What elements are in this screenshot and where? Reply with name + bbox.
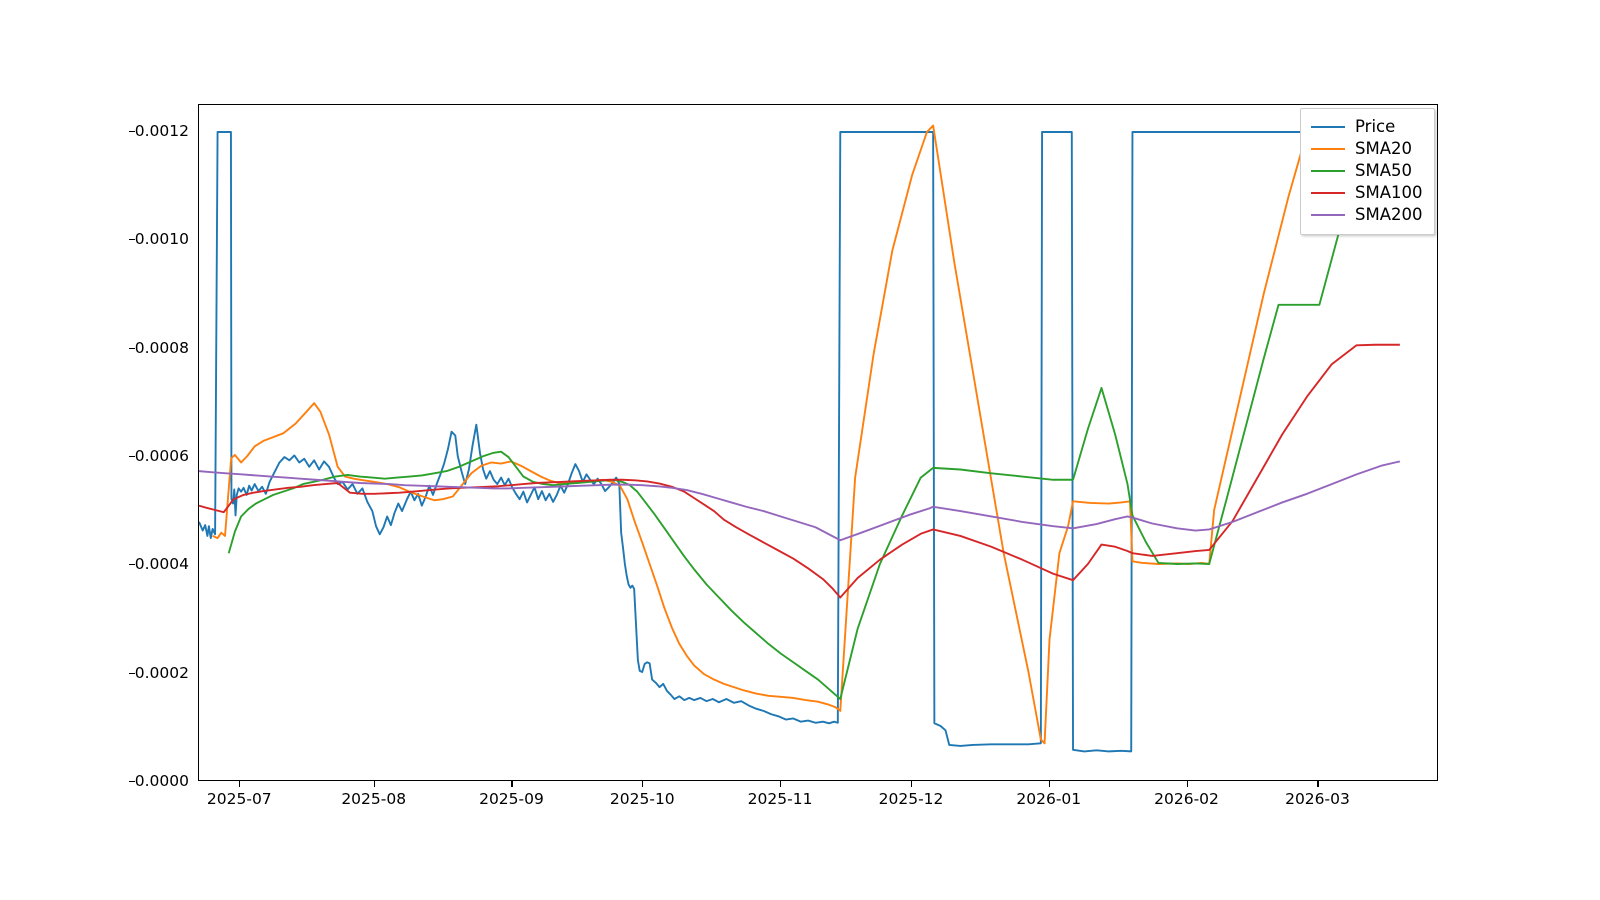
legend-label: SMA20 — [1355, 139, 1412, 158]
legend-item-sma50[interactable]: SMA50 — [1311, 160, 1423, 182]
legend-color-swatch — [1311, 214, 1345, 216]
y-tick-mark — [129, 564, 135, 566]
y-tick-mark — [129, 781, 135, 783]
y-tick-mark — [129, 672, 135, 674]
x-tick-label: 2026-03 — [1285, 790, 1350, 808]
y-tick-label: 0.0000 — [129, 772, 198, 790]
x-tick-label: 2026-01 — [1016, 790, 1082, 808]
legend-label: SMA100 — [1355, 183, 1423, 202]
y-tick-label: 0.0006 — [129, 447, 198, 465]
series-line-sma100 — [199, 345, 1400, 598]
series-line-price — [199, 132, 1400, 751]
legend-label: Price — [1355, 117, 1396, 136]
x-tick-mark — [1186, 781, 1188, 787]
x-tick-mark — [780, 781, 782, 787]
legend-label: SMA50 — [1355, 161, 1412, 180]
legend-color-swatch — [1311, 192, 1345, 194]
x-tick-label: 2025-08 — [341, 790, 407, 808]
y-axis-tick-labels: 0.0000 0.0002 0.0004 0.0006 0.0008 0.0010 0.00… — [0, 104, 198, 790]
y-tick-label: 0.0002 — [129, 664, 198, 682]
legend-label: SMA200 — [1355, 205, 1423, 224]
x-tick-label: 2025-12 — [878, 790, 944, 808]
x-tick-mark — [911, 781, 913, 787]
x-tick-label: 2026-02 — [1154, 790, 1219, 808]
legend-item-sma100[interactable]: SMA100 — [1311, 182, 1423, 204]
series-line-sma50 — [229, 121, 1400, 699]
legend-color-swatch — [1311, 148, 1345, 150]
series-line-sma200 — [199, 461, 1400, 540]
y-tick-label: 0.0008 — [129, 339, 198, 357]
y-tick-mark — [129, 239, 135, 241]
legend-color-swatch — [1311, 170, 1345, 172]
y-tick-label: 0.0012 — [129, 122, 198, 140]
x-tick-mark — [1317, 781, 1319, 787]
y-tick-mark — [129, 131, 135, 133]
x-tick-mark — [511, 781, 513, 787]
chart-legend[interactable]: Price SMA20 SMA50 SMA100 SMA200 — [1300, 108, 1435, 235]
chart-lines-svg — [199, 105, 1437, 780]
y-tick-label: 0.0010 — [129, 230, 198, 248]
x-tick-label: 2025-10 — [609, 790, 675, 808]
legend-item-sma200[interactable]: SMA200 — [1311, 204, 1423, 226]
x-axis-tick-labels: 2025-07 2025-08 2025-09 2025-10 2025-11 2025-… — [198, 781, 1438, 821]
y-tick-mark — [129, 456, 135, 458]
legend-item-price[interactable]: Price — [1311, 116, 1423, 138]
legend-color-swatch — [1311, 126, 1345, 128]
x-tick-mark — [239, 781, 241, 787]
series-line-sma20 — [213, 126, 1400, 744]
y-tick-label: 0.0004 — [129, 555, 198, 573]
x-tick-mark — [642, 781, 644, 787]
legend-item-sma20[interactable]: SMA20 — [1311, 138, 1423, 160]
x-tick-mark — [1048, 781, 1050, 787]
x-tick-label: 2025-07 — [206, 790, 272, 808]
x-tick-label: 2025-11 — [747, 790, 813, 808]
x-tick-mark — [373, 781, 375, 787]
x-tick-label: 2025-09 — [479, 790, 544, 808]
plot-area — [198, 104, 1438, 781]
y-tick-mark — [129, 347, 135, 349]
